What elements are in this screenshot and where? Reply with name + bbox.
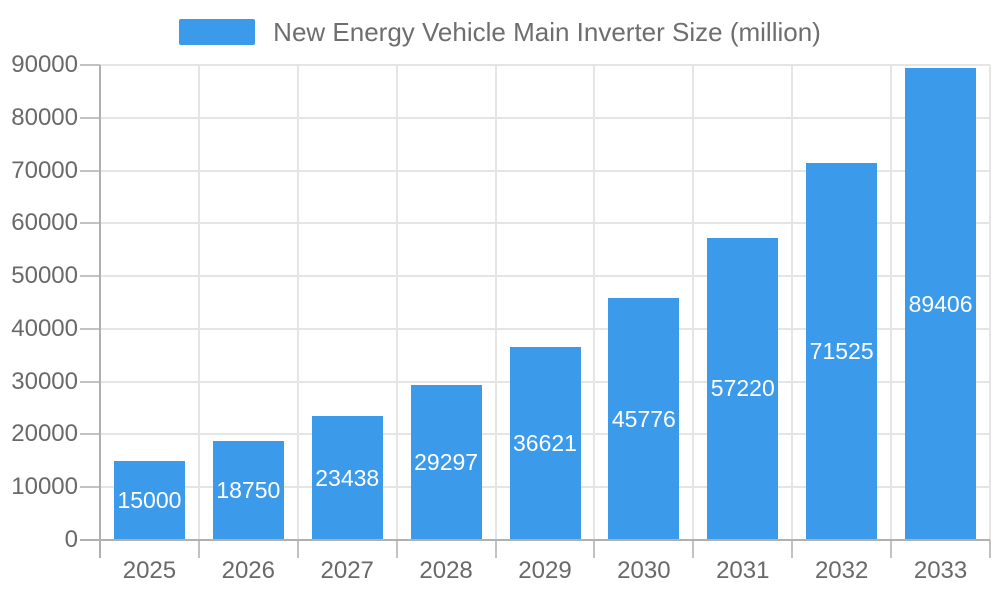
x-gridline	[197, 65, 200, 540]
x-axis-tick	[296, 540, 299, 558]
x-axis-tick	[692, 540, 695, 558]
y-axis-label: 50000	[11, 262, 78, 290]
y-axis-label: 10000	[11, 473, 78, 501]
x-gridline	[890, 65, 893, 540]
bar-value-label: 29297	[414, 449, 479, 476]
bar[interactable]: 89406	[905, 68, 977, 540]
x-gridline	[494, 65, 497, 540]
x-axis-line	[80, 539, 990, 541]
y-gridline	[100, 64, 990, 66]
y-axis-tick	[80, 169, 100, 172]
y-axis-label: 80000	[11, 103, 78, 131]
bar[interactable]: 18750	[212, 441, 284, 540]
y-axis-label: 60000	[11, 209, 78, 237]
x-axis-label: 2027	[320, 557, 374, 584]
x-axis-label: 2025	[122, 557, 177, 584]
y-axis-tick	[80, 380, 100, 383]
bar[interactable]: 45776	[608, 298, 680, 540]
legend-swatch	[179, 19, 256, 45]
x-axis-label: 2028	[419, 557, 473, 584]
y-axis-tick	[80, 433, 100, 436]
x-axis-label: 2033	[913, 557, 968, 584]
y-gridline	[100, 116, 990, 119]
x-axis-tick	[593, 540, 596, 558]
y-axis-label: 30000	[11, 367, 78, 395]
bar[interactable]: 29297	[410, 385, 482, 540]
x-gridline	[692, 65, 695, 540]
x-axis-label: 2026	[221, 557, 275, 584]
x-axis-tick	[890, 540, 893, 558]
x-axis-tick	[197, 540, 200, 558]
y-axis-tick	[80, 64, 100, 66]
y-gridline	[100, 222, 990, 225]
x-axis-label: 2031	[716, 557, 770, 584]
x-axis-label: 2032	[814, 557, 869, 584]
x-axis-label: 2030	[617, 557, 671, 584]
y-axis-label: 40000	[11, 314, 78, 342]
bar[interactable]: 57220	[707, 238, 779, 540]
y-gridline	[100, 169, 990, 172]
y-axis-tick	[80, 486, 100, 489]
bar[interactable]: 36621	[509, 346, 581, 540]
x-gridline	[296, 65, 299, 540]
bar-value-label: 57220	[710, 375, 775, 402]
x-gridline	[395, 65, 398, 540]
bar[interactable]: 15000	[113, 460, 185, 540]
bar-value-label: 71525	[809, 337, 874, 364]
bar[interactable]: 71525	[806, 162, 878, 540]
y-axis-label: 20000	[11, 420, 78, 448]
x-gridline	[791, 65, 794, 540]
y-axis-label: 90000	[11, 51, 78, 78]
x-axis-tick	[989, 540, 991, 558]
y-gridline	[100, 275, 990, 278]
x-axis-label: 2029	[518, 557, 572, 584]
bar-value-label: 89406	[908, 290, 973, 317]
bar[interactable]: 23438	[311, 416, 383, 540]
y-axis-label: 0	[64, 526, 78, 553]
bar-value-label: 18750	[216, 477, 281, 503]
x-gridline	[593, 65, 596, 540]
bar-value-label: 45776	[611, 405, 676, 432]
legend-label: New Energy Vehicle Main Inverter Size (m…	[273, 16, 821, 47]
y-axis-tick	[80, 222, 100, 225]
y-gridline	[100, 327, 990, 330]
bar-value-label: 23438	[315, 464, 380, 491]
x-axis-tick	[395, 540, 398, 558]
y-axis-line	[99, 65, 101, 558]
x-axis-tick	[791, 540, 794, 558]
y-axis-label: 70000	[11, 156, 78, 184]
bar-value-label: 36621	[513, 429, 577, 456]
y-axis-tick	[80, 116, 100, 119]
y-axis-tick	[80, 327, 100, 330]
legend[interactable]: New Energy Vehicle Main Inverter Size (m…	[0, 14, 1000, 50]
x-gridline	[989, 65, 991, 540]
y-axis-tick	[80, 275, 100, 278]
x-axis-tick	[494, 540, 497, 558]
bar-value-label: 15000	[117, 486, 182, 513]
